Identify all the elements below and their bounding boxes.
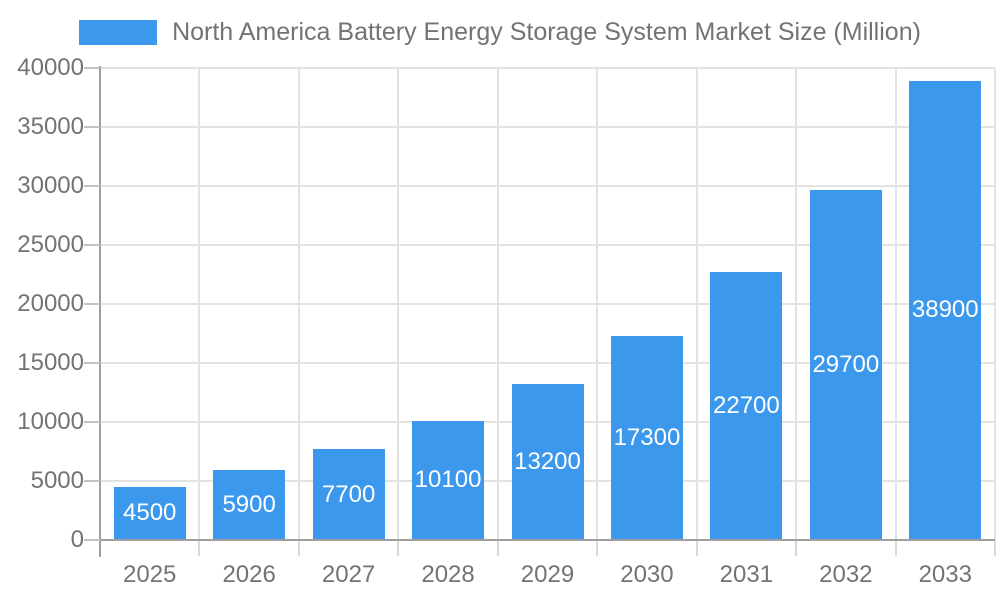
gridline-h	[100, 244, 995, 246]
x-axis-label: 2029	[520, 561, 575, 588]
gridline-h	[100, 185, 995, 187]
gridline-v	[397, 68, 400, 540]
gridline-v	[496, 68, 499, 540]
bar[interactable]: 29700	[809, 189, 882, 540]
y-axis-label: 35000	[17, 113, 84, 140]
bar-value-label: 10100	[414, 466, 482, 494]
bar-value-label: 13200	[514, 448, 581, 476]
gridline-v	[596, 68, 599, 540]
x-axis-label: 2025	[123, 561, 177, 588]
gridline-h	[100, 67, 995, 69]
gridline-v	[198, 68, 201, 540]
bar[interactable]: 22700	[710, 272, 783, 540]
y-axis-tick	[84, 303, 100, 305]
y-axis-tick	[84, 362, 100, 364]
gridline-v	[894, 68, 897, 540]
y-axis-line	[99, 66, 101, 557]
bar[interactable]: 7700	[312, 449, 385, 540]
bar[interactable]: 10100	[412, 420, 485, 540]
gridline-v	[994, 68, 996, 540]
x-axis-tick	[795, 541, 798, 556]
x-axis-tick	[894, 541, 897, 556]
x-axis-label: 2031	[719, 561, 774, 588]
x-axis-tick	[695, 541, 698, 556]
y-axis-label: 40000	[17, 54, 84, 81]
y-axis-label: 25000	[17, 231, 84, 258]
bar-value-label: 38900	[911, 296, 979, 324]
gridline-h	[100, 303, 995, 305]
legend[interactable]: North America Battery Energy Storage Sys…	[0, 18, 1000, 46]
y-axis-label: 10000	[17, 408, 84, 435]
bar[interactable]: 13200	[511, 384, 584, 540]
x-axis-label: 2028	[421, 561, 475, 588]
bar[interactable]: 5900	[213, 470, 286, 540]
x-axis-tick	[198, 541, 201, 556]
x-axis-tick	[596, 541, 599, 556]
y-axis-tick	[84, 244, 100, 246]
gridline-v	[297, 68, 300, 540]
legend-swatch	[79, 19, 158, 45]
gridline-h	[100, 126, 995, 128]
bar-value-label: 4500	[123, 499, 177, 527]
bar-value-label: 22700	[713, 392, 780, 420]
y-axis-tick	[84, 421, 100, 423]
x-axis-tick	[496, 541, 499, 556]
gridline-h	[100, 362, 995, 364]
x-axis-label: 2030	[620, 561, 674, 588]
bar[interactable]: 38900	[909, 80, 982, 540]
x-axis-label: 2032	[819, 561, 873, 588]
bar[interactable]: 17300	[610, 335, 683, 540]
y-axis-tick	[84, 539, 100, 541]
bar[interactable]: 4500	[113, 486, 186, 540]
gridline-v	[795, 68, 798, 540]
plot-area: 4500 5900 7700 10100 13200 17300 22700 29700 389…	[100, 67, 996, 540]
y-axis-label: 15000	[17, 349, 84, 376]
legend-series-label: North America Battery Energy Storage Sys…	[172, 18, 921, 46]
x-axis-label: 2027	[321, 561, 376, 588]
bar-value-label: 5900	[222, 491, 276, 519]
y-axis-label: 20000	[17, 290, 84, 317]
y-axis-label: 0	[70, 526, 84, 553]
bar-value-label: 7700	[321, 480, 376, 508]
x-axis-tick	[397, 541, 400, 556]
y-axis-tick	[84, 480, 100, 482]
bar-value-label: 29700	[812, 350, 880, 378]
bar-value-label: 17300	[613, 423, 681, 451]
x-axis-tick	[994, 541, 996, 556]
x-axis-label: 2026	[222, 561, 276, 588]
x-axis-tick	[297, 541, 300, 556]
gridline-v	[695, 68, 698, 540]
y-axis-tick	[84, 185, 100, 187]
y-axis-label: 30000	[17, 172, 84, 199]
y-axis-tick	[84, 67, 100, 69]
y-axis-tick	[84, 126, 100, 128]
x-axis-label: 2033	[918, 561, 972, 588]
y-axis-label: 5000	[30, 467, 84, 494]
x-axis-line	[99, 539, 995, 541]
